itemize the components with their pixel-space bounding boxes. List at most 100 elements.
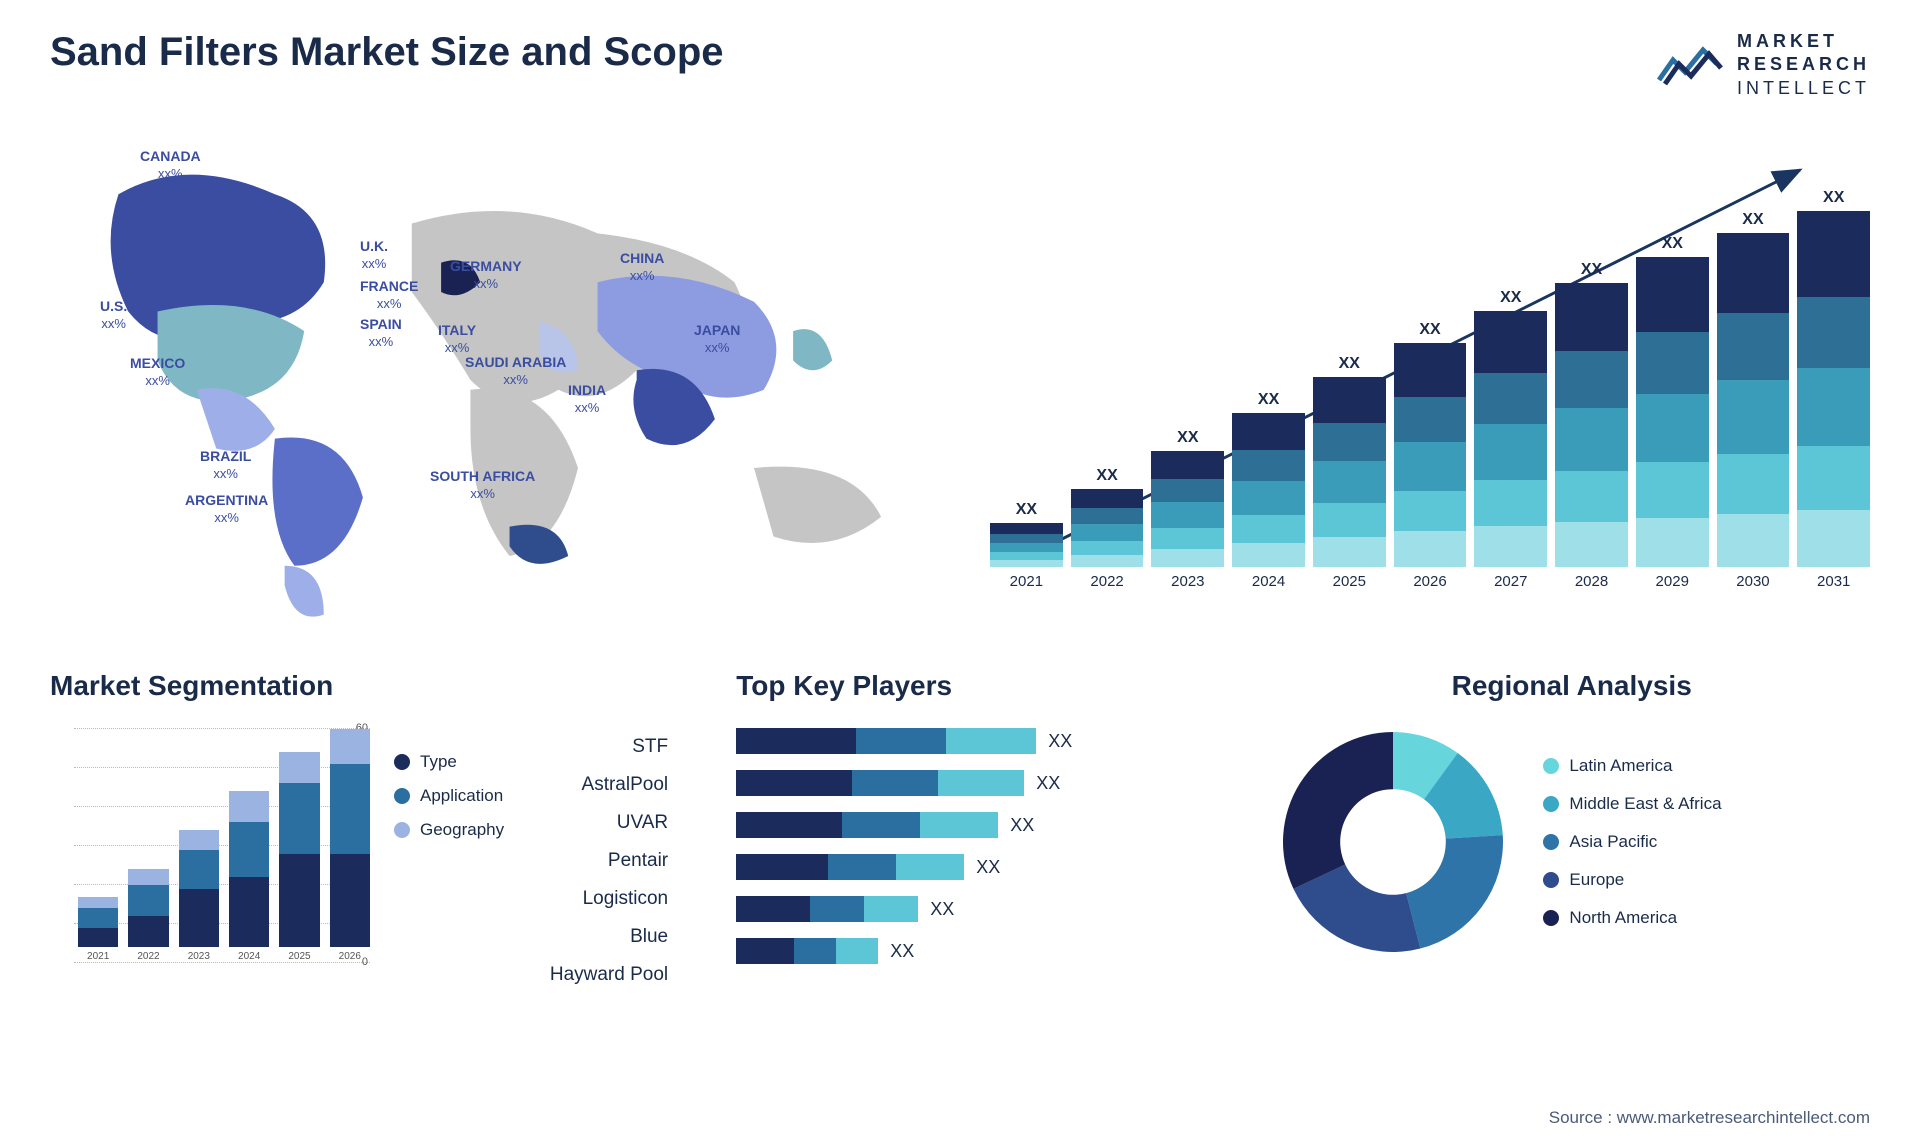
player-bar-value: XX [1036,773,1060,794]
growth-bar [1474,311,1547,567]
seg-year-label: 2024 [238,951,260,962]
growth-bar-value: XX [1096,467,1117,485]
player-bar [736,854,964,880]
key-players-list: STFAstralPoolUVARPentairLogisticonBlueHa… [528,722,668,994]
growth-bar-col: XX 2022 [1071,467,1144,590]
segmentation-legend: TypeApplicationGeography [394,722,504,994]
growth-bar-value: XX [1258,391,1279,409]
map-label: CANADAxx% [140,148,201,182]
map-label: FRANCExx% [360,278,418,312]
growth-bar-value: XX [1823,189,1844,207]
map-label: U.S.xx% [100,298,127,332]
map-label: JAPANxx% [694,322,740,356]
seg-legend-item: Application [394,786,504,806]
player-name: AstralPool [528,766,668,804]
growth-bar-col: XX2027 [1474,289,1547,590]
player-bar-row: XX [736,728,1233,754]
region-legend-item: Latin America [1543,756,1721,776]
growth-bar-col: XX2023 [1151,429,1224,590]
seg-year-label: 2026 [339,951,361,962]
regional-title: Regional Analysis [1273,670,1870,702]
seg-bar-col: 2026 [330,729,370,962]
growth-bar [1394,343,1467,567]
player-bar [736,728,1036,754]
growth-bar-year: 2021 [1010,573,1043,590]
growth-bar-col: XX2031 [1797,189,1870,590]
growth-bar-year: 2026 [1413,573,1446,590]
growth-bar-year: 2028 [1575,573,1608,590]
player-bar-row: XX [736,854,1233,880]
world-map: CANADAxx%U.S.xx%MEXICOxx%BRAZILxx%ARGENT… [50,130,930,630]
seg-legend-item: Geography [394,820,504,840]
logo-line1: MARKET [1737,30,1870,53]
player-name: Hayward Pool [528,956,668,994]
player-bar [736,938,878,964]
growth-bar [1797,211,1870,567]
growth-bar [1717,233,1790,567]
growth-bar-year: 2024 [1252,573,1285,590]
growth-bar-year: 2029 [1656,573,1689,590]
player-bar [736,896,918,922]
regional-donut [1273,722,1513,962]
growth-bar-value: XX [1177,429,1198,447]
growth-bar [1232,413,1305,567]
regional-panel: Regional Analysis Latin AmericaMiddle Ea… [1273,670,1870,994]
map-label: ITALYxx% [438,322,476,356]
seg-bar-col: 2025 [279,752,319,962]
growth-bar-col: XX 2021 [990,501,1063,590]
growth-bar-value: XX [1742,211,1763,229]
player-bar-row: XX [736,896,1233,922]
donut-slice [1407,835,1504,948]
key-players-panel: Top Key Players XXXXXXXXXXXX [736,670,1233,994]
player-bar-row: XX [736,938,1233,964]
key-players-bars: XXXXXXXXXXXX [736,722,1233,964]
growth-bar-year: 2022 [1090,573,1123,590]
player-bar-row: XX [736,812,1233,838]
page-title: Sand Filters Market Size and Scope [50,30,724,75]
growth-bar-value: XX [1419,321,1440,339]
player-name: Blue [528,918,668,956]
seg-bar-col: 2022 [128,869,168,962]
growth-bar [1636,257,1709,567]
donut-slice [1283,732,1393,889]
growth-bar-col: XX2025 [1313,355,1386,590]
map-label: U.K.xx% [360,238,388,272]
growth-bar-value: XX [1500,289,1521,307]
growth-bar [1555,283,1628,567]
map-label: INDIAxx% [568,382,606,416]
player-bar-value: XX [976,857,1000,878]
player-bar [736,812,998,838]
source-text: Source : www.marketresearchintellect.com [1549,1108,1870,1128]
growth-bar [990,523,1063,567]
growth-bar-col: XX 2024 [1232,391,1305,590]
seg-year-label: 2023 [188,951,210,962]
player-bar-value: XX [1048,731,1072,752]
player-bar-row: XX [736,770,1233,796]
segmentation-title: Market Segmentation [50,670,696,702]
segmentation-panel: Market Segmentation 01020304050602021202… [50,670,696,994]
growth-bar [1313,377,1386,567]
region-legend-item: North America [1543,908,1721,928]
growth-chart: XX2021XX2022XX2023XX2024XX2025XX2026XX20… [990,130,1870,630]
player-name: STF [528,728,668,766]
player-bar-value: XX [1010,815,1034,836]
growth-bar-value: XX [1339,355,1360,373]
map-label: CHINAxx% [620,250,664,284]
growth-bar-value: XX [1662,235,1683,253]
map-label: GERMANYxx% [450,258,522,292]
growth-bar-value: XX [1016,501,1037,519]
player-bar [736,770,1024,796]
seg-year-label: 2021 [87,951,109,962]
growth-bar-value: XX [1581,261,1602,279]
growth-bar [1151,451,1224,567]
region-legend-item: Asia Pacific [1543,832,1721,852]
seg-bar-col: 2024 [229,791,269,962]
player-bar-value: XX [930,899,954,920]
seg-year-label: 2022 [137,951,159,962]
growth-bar-year: 2030 [1736,573,1769,590]
seg-bar-col: 2023 [179,830,219,962]
growth-bar-col: XX 2028 [1555,261,1628,590]
growth-bar [1071,489,1144,567]
player-name: Logisticon [528,880,668,918]
logo-line2: RESEARCH [1737,53,1870,76]
